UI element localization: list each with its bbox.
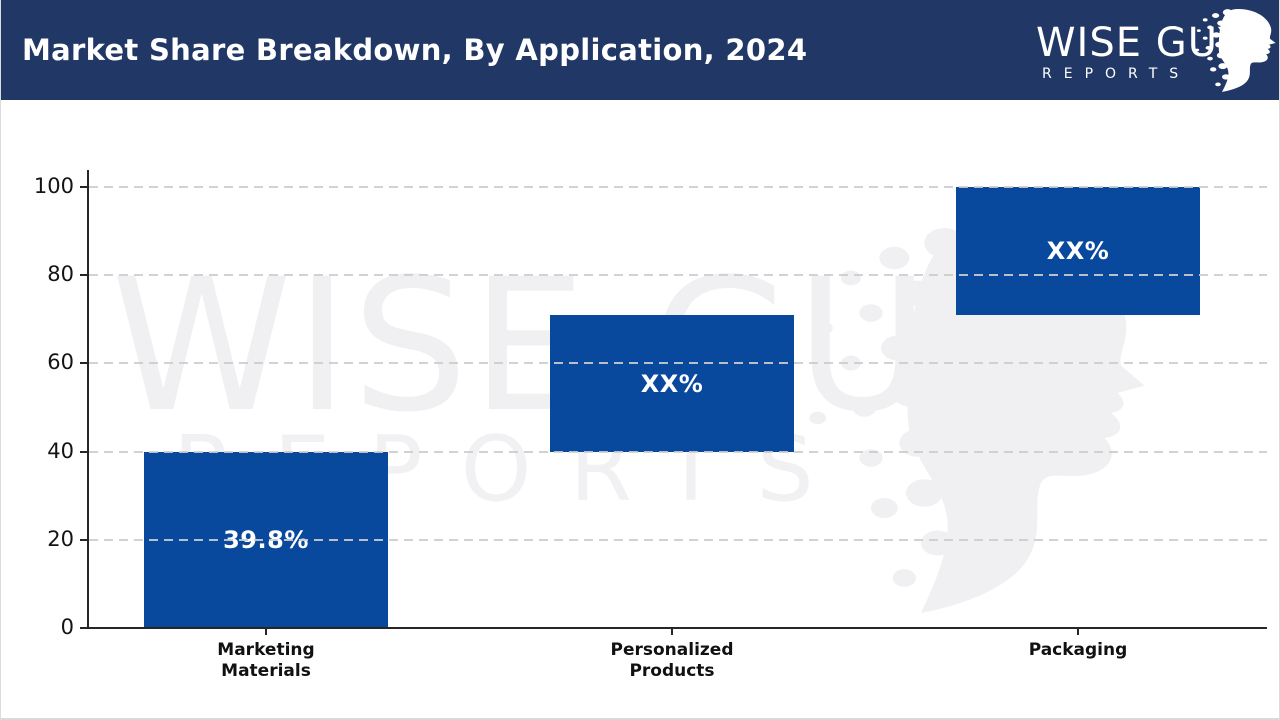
y-axis-line xyxy=(87,170,89,628)
x-category-label-line: Marketing xyxy=(217,640,315,660)
x-tick-mark xyxy=(671,628,673,635)
y-tick-mark xyxy=(80,627,87,629)
y-tick-mark xyxy=(80,186,87,188)
bar-packaging: XX% xyxy=(956,187,1200,315)
y-tick-label: 40 xyxy=(47,438,74,463)
y-tick-label: 80 xyxy=(47,262,74,287)
x-category-label: Marketing Materials xyxy=(136,640,396,682)
y-tick-label: 100 xyxy=(33,174,74,198)
x-tick-mark xyxy=(265,628,267,635)
y-tick-label: 20 xyxy=(47,526,74,551)
x-category-label: Packaging xyxy=(948,640,1208,661)
x-category-label-line: Packaging xyxy=(1028,640,1128,660)
header-band: Market Share Breakdown, By Application, … xyxy=(1,0,1280,100)
y-tick-mark xyxy=(80,362,87,365)
bar-value-label: XX% xyxy=(1046,236,1110,265)
gridline-y-60 xyxy=(89,362,1267,365)
gridline-y-40 xyxy=(89,450,1267,453)
y-tick-label: 0 xyxy=(60,615,74,639)
y-tick-mark xyxy=(80,274,87,277)
bar-personalized-products: XX% xyxy=(550,314,794,453)
logo-subtext: REPORTS xyxy=(1042,66,1191,82)
x-category-label-line: Personalized xyxy=(610,640,734,660)
x-axis-line xyxy=(87,627,1267,629)
x-category-label-line: Materials xyxy=(221,661,311,681)
y-tick-label: 60 xyxy=(47,350,74,375)
gridline-y-20 xyxy=(89,538,1267,541)
x-category-label-line: Products xyxy=(629,661,715,681)
x-tick-mark xyxy=(1077,628,1079,635)
x-category-label: Personalized Products xyxy=(542,640,802,682)
gridline-y-80 xyxy=(89,274,1267,277)
wise-guy-reports-logo: WISE GUY REPORTS xyxy=(1022,0,1280,100)
bar-value-label: XX% xyxy=(640,369,704,398)
y-tick-mark xyxy=(80,450,87,453)
head-profile-icon xyxy=(1186,7,1280,93)
gridline-y-100 xyxy=(89,186,1267,188)
chart-title: Market Share Breakdown, By Application, … xyxy=(22,33,808,67)
y-tick-mark xyxy=(80,538,87,541)
